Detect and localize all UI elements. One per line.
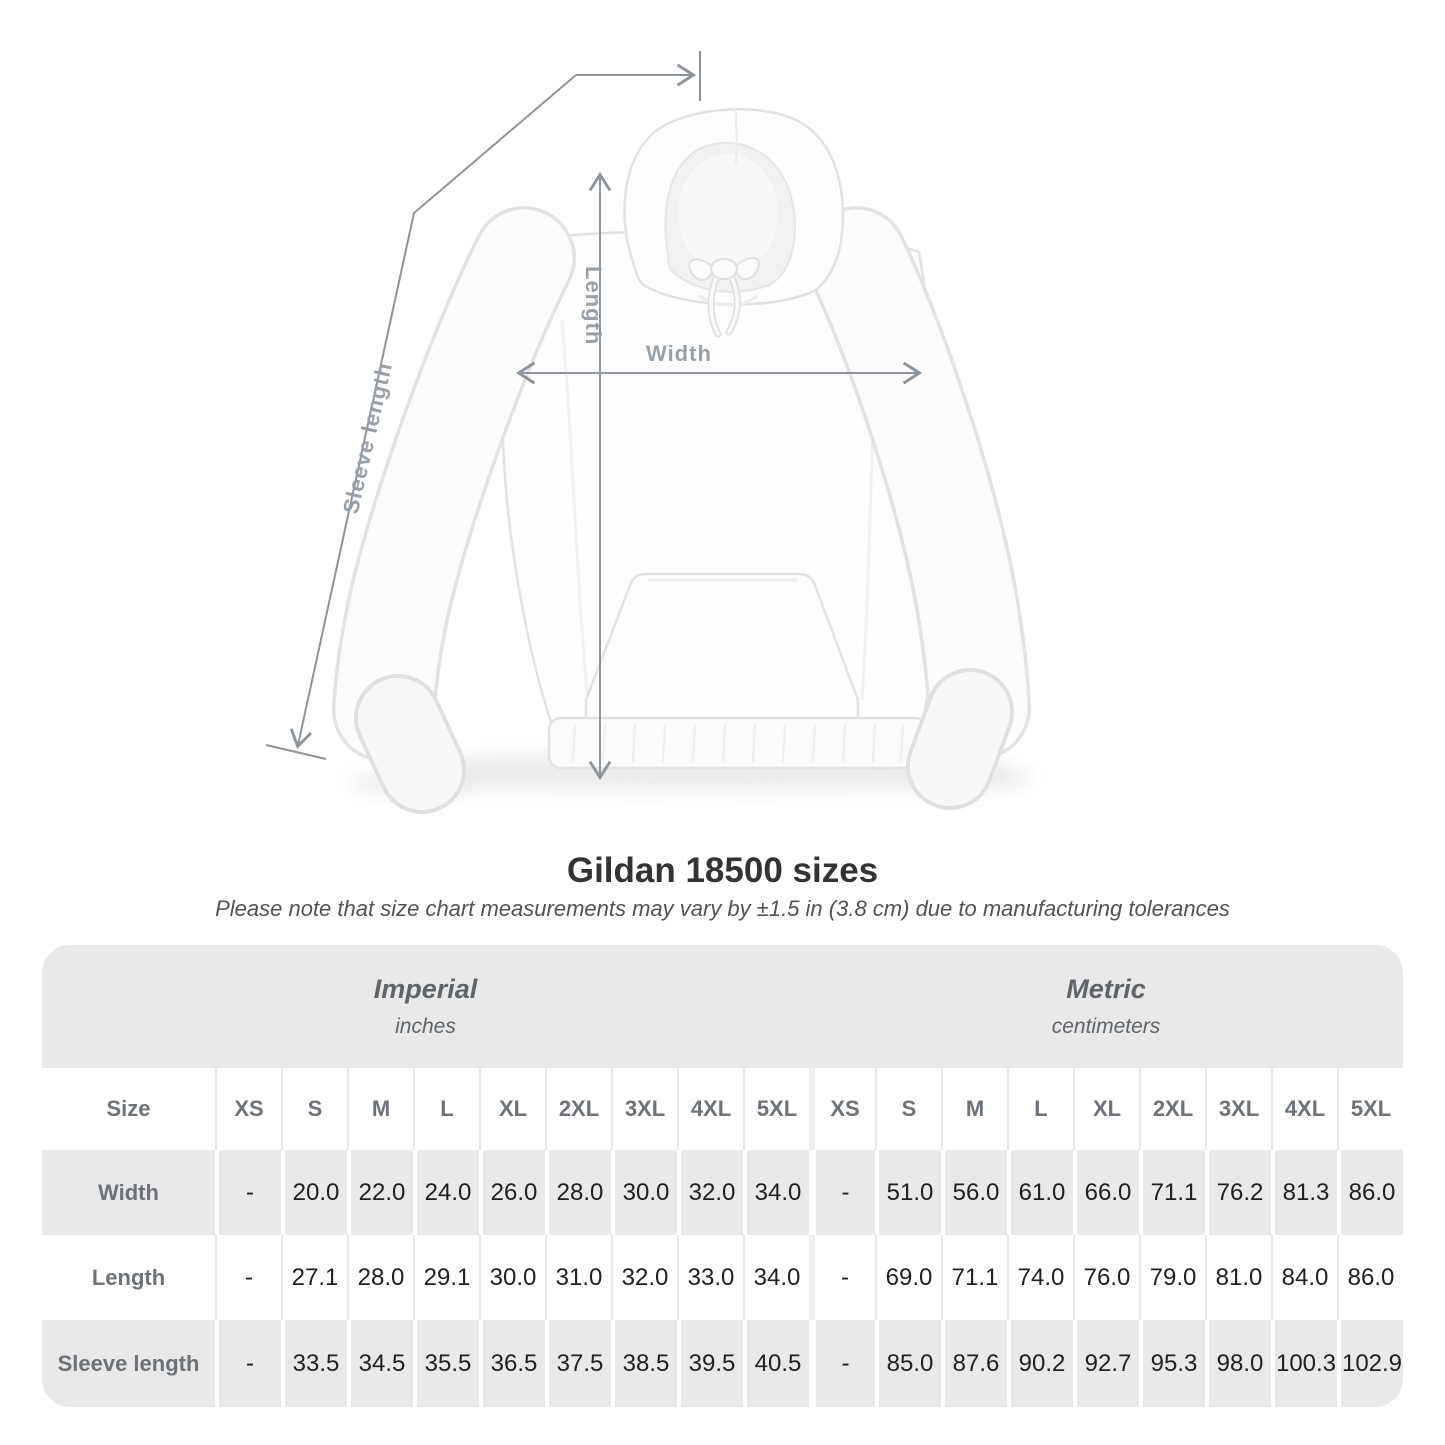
cell-sleeve-length: 90.2	[1007, 1320, 1073, 1407]
cell-sleeve-length: 92.7	[1073, 1320, 1139, 1407]
hoodie-image	[332, 107, 1031, 814]
cell-length: 31.0	[545, 1235, 611, 1320]
size-col-imperial-l: L	[413, 1068, 479, 1150]
size-col-metric-xs: XS	[809, 1068, 875, 1150]
cell-width: 56.0	[941, 1150, 1007, 1235]
cell-length: 28.0	[347, 1235, 413, 1320]
cell-width: 20.0	[281, 1150, 347, 1235]
size-col-imperial-2xl: 2XL	[545, 1068, 611, 1150]
cell-width: 61.0	[1007, 1150, 1073, 1235]
cell-width: 30.0	[611, 1150, 677, 1235]
cell-sleeve-length: 100.3	[1271, 1320, 1337, 1407]
unit-group-label: Metric	[1066, 974, 1146, 1004]
cell-width: 66.0	[1073, 1150, 1139, 1235]
size-col-metric-3xl: 3XL	[1205, 1068, 1271, 1150]
length-measure-label: Length	[581, 266, 606, 346]
cell-length: 30.0	[479, 1235, 545, 1320]
size-col-metric-xl: XL	[1073, 1068, 1139, 1150]
size-col-metric-s: S	[875, 1068, 941, 1150]
size-column-header: Size	[42, 1068, 215, 1150]
cell-length: 74.0	[1007, 1235, 1073, 1320]
unit-group-unit: centimeters	[1051, 1015, 1161, 1038]
cell-sleeve-length: 37.5	[545, 1320, 611, 1407]
cell-length: 34.0	[743, 1235, 809, 1320]
cell-length: 29.1	[413, 1235, 479, 1320]
size-col-metric-m: M	[941, 1068, 1007, 1150]
width-measure-label: Width	[646, 341, 712, 366]
unit-group-label: Imperial	[373, 974, 478, 1004]
row-label-width: Width	[42, 1150, 215, 1235]
cell-length: 69.0	[875, 1235, 941, 1320]
size-col-imperial-4xl: 4XL	[677, 1068, 743, 1150]
cell-width: -	[215, 1150, 281, 1235]
cell-width: 22.0	[347, 1150, 413, 1235]
cell-length: 76.0	[1073, 1235, 1139, 1320]
cell-sleeve-length: 36.5	[479, 1320, 545, 1407]
cell-sleeve-length: -	[809, 1320, 875, 1407]
size-col-imperial-s: S	[281, 1068, 347, 1150]
cell-width: 28.0	[545, 1150, 611, 1235]
sleeve-length-arrow	[265, 51, 701, 760]
cell-sleeve-length: 87.6	[941, 1320, 1007, 1407]
cell-length: 81.0	[1205, 1235, 1271, 1320]
page-title: Gildan 18500 sizes	[566, 851, 879, 890]
cell-sleeve-length: -	[215, 1320, 281, 1407]
cell-width: 34.0	[743, 1150, 809, 1235]
cell-width: -	[809, 1150, 875, 1235]
size-col-imperial-5xl: 5XL	[743, 1068, 809, 1150]
cell-width: 71.1	[1139, 1150, 1205, 1235]
cell-sleeve-length: 35.5	[413, 1320, 479, 1407]
cell-width: 24.0	[413, 1150, 479, 1235]
size-col-imperial-m: M	[347, 1068, 413, 1150]
cell-width: 32.0	[677, 1150, 743, 1235]
size-col-imperial-xs: XS	[215, 1068, 281, 1150]
cell-sleeve-length: 33.5	[281, 1320, 347, 1407]
size-col-imperial-3xl: 3XL	[611, 1068, 677, 1150]
tolerance-note: Please note that size chart measurements…	[215, 896, 1230, 921]
size-col-metric-5xl: 5XL	[1337, 1068, 1403, 1150]
cell-width: 81.3	[1271, 1150, 1337, 1235]
size-col-metric-l: L	[1007, 1068, 1073, 1150]
unit-group-metric: Metric centimeters	[809, 945, 1403, 1068]
cell-length: 84.0	[1271, 1235, 1337, 1320]
row-label-length: Length	[42, 1235, 215, 1320]
cell-sleeve-length: 95.3	[1139, 1320, 1205, 1407]
size-col-metric-4xl: 4XL	[1271, 1068, 1337, 1150]
cell-sleeve-length: 98.0	[1205, 1320, 1271, 1407]
cell-width: 76.2	[1205, 1150, 1271, 1235]
row-label-sleeve-length: Sleeve length	[42, 1320, 215, 1407]
cell-sleeve-length: 38.5	[611, 1320, 677, 1407]
size-chart-table: Imperial inches Metric centimeters Size XS S M L…	[42, 945, 1403, 1407]
cell-sleeve-length: 34.5	[347, 1320, 413, 1407]
cell-width: 51.0	[875, 1150, 941, 1235]
drawstring-bow	[688, 256, 760, 338]
unit-group-imperial: Imperial inches	[42, 945, 809, 1068]
cell-length: 32.0	[611, 1235, 677, 1320]
cell-sleeve-length: 39.5	[677, 1320, 743, 1407]
cell-length: 71.1	[941, 1235, 1007, 1320]
cell-width: 86.0	[1337, 1150, 1403, 1235]
cell-width: 26.0	[479, 1150, 545, 1235]
cell-length: -	[215, 1235, 281, 1320]
cell-sleeve-length: 85.0	[875, 1320, 941, 1407]
unit-group-unit: inches	[395, 1015, 456, 1038]
size-col-imperial-xl: XL	[479, 1068, 545, 1150]
cell-length: 33.0	[677, 1235, 743, 1320]
cell-length: 86.0	[1337, 1235, 1403, 1320]
size-col-metric-2xl: 2XL	[1139, 1068, 1205, 1150]
cell-sleeve-length: 40.5	[743, 1320, 809, 1407]
cell-length: -	[809, 1235, 875, 1320]
cell-length: 27.1	[281, 1235, 347, 1320]
cell-sleeve-length: 102.9	[1337, 1320, 1403, 1407]
cell-length: 79.0	[1139, 1235, 1205, 1320]
